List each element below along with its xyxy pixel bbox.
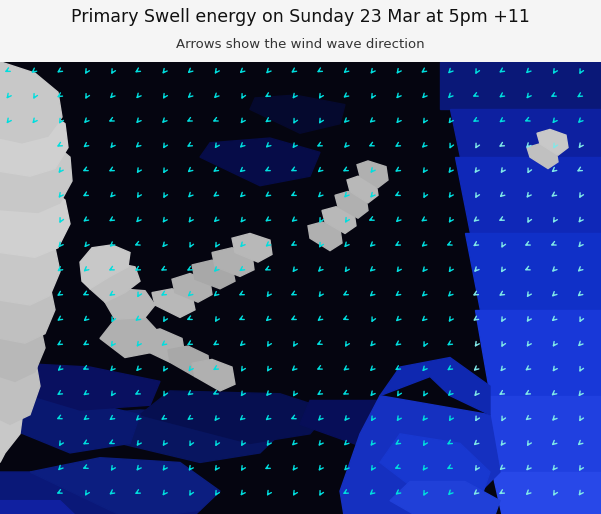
Polygon shape xyxy=(192,359,235,391)
Polygon shape xyxy=(172,273,212,302)
Text: Arrows show the wind wave direction: Arrows show the wind wave direction xyxy=(176,38,425,51)
Polygon shape xyxy=(0,348,25,463)
Polygon shape xyxy=(450,109,601,157)
Polygon shape xyxy=(192,260,235,289)
Polygon shape xyxy=(380,434,490,501)
Polygon shape xyxy=(357,161,388,188)
Polygon shape xyxy=(485,396,601,472)
Polygon shape xyxy=(30,457,220,514)
Polygon shape xyxy=(0,319,40,424)
Polygon shape xyxy=(0,501,100,514)
Polygon shape xyxy=(0,214,60,305)
Polygon shape xyxy=(322,207,356,233)
Polygon shape xyxy=(140,391,330,444)
Polygon shape xyxy=(0,362,160,410)
Polygon shape xyxy=(0,167,70,258)
Polygon shape xyxy=(0,62,62,143)
Polygon shape xyxy=(335,191,368,218)
Polygon shape xyxy=(390,482,500,514)
Polygon shape xyxy=(250,95,345,133)
Polygon shape xyxy=(212,248,254,277)
Polygon shape xyxy=(492,472,601,514)
Polygon shape xyxy=(80,410,280,463)
Text: Primary Swell energy on Sunday 23 Mar at 5pm +11: Primary Swell energy on Sunday 23 Mar at… xyxy=(71,8,530,26)
Polygon shape xyxy=(200,138,320,186)
Polygon shape xyxy=(347,176,378,203)
Polygon shape xyxy=(232,233,272,262)
Polygon shape xyxy=(0,119,72,212)
Polygon shape xyxy=(475,310,601,396)
Polygon shape xyxy=(140,329,185,362)
Polygon shape xyxy=(527,144,558,169)
Polygon shape xyxy=(0,396,140,453)
Polygon shape xyxy=(105,289,155,319)
Polygon shape xyxy=(0,252,55,343)
Polygon shape xyxy=(537,130,568,155)
Polygon shape xyxy=(0,291,45,381)
Polygon shape xyxy=(0,472,200,514)
Polygon shape xyxy=(455,157,601,233)
Polygon shape xyxy=(340,396,500,514)
Polygon shape xyxy=(90,262,140,302)
Polygon shape xyxy=(100,318,160,358)
Polygon shape xyxy=(168,346,210,377)
Polygon shape xyxy=(380,358,490,415)
Polygon shape xyxy=(440,62,601,109)
Polygon shape xyxy=(80,245,130,289)
Polygon shape xyxy=(465,233,601,310)
Polygon shape xyxy=(0,90,68,176)
Polygon shape xyxy=(308,222,342,251)
Polygon shape xyxy=(300,400,440,453)
Polygon shape xyxy=(152,289,195,318)
